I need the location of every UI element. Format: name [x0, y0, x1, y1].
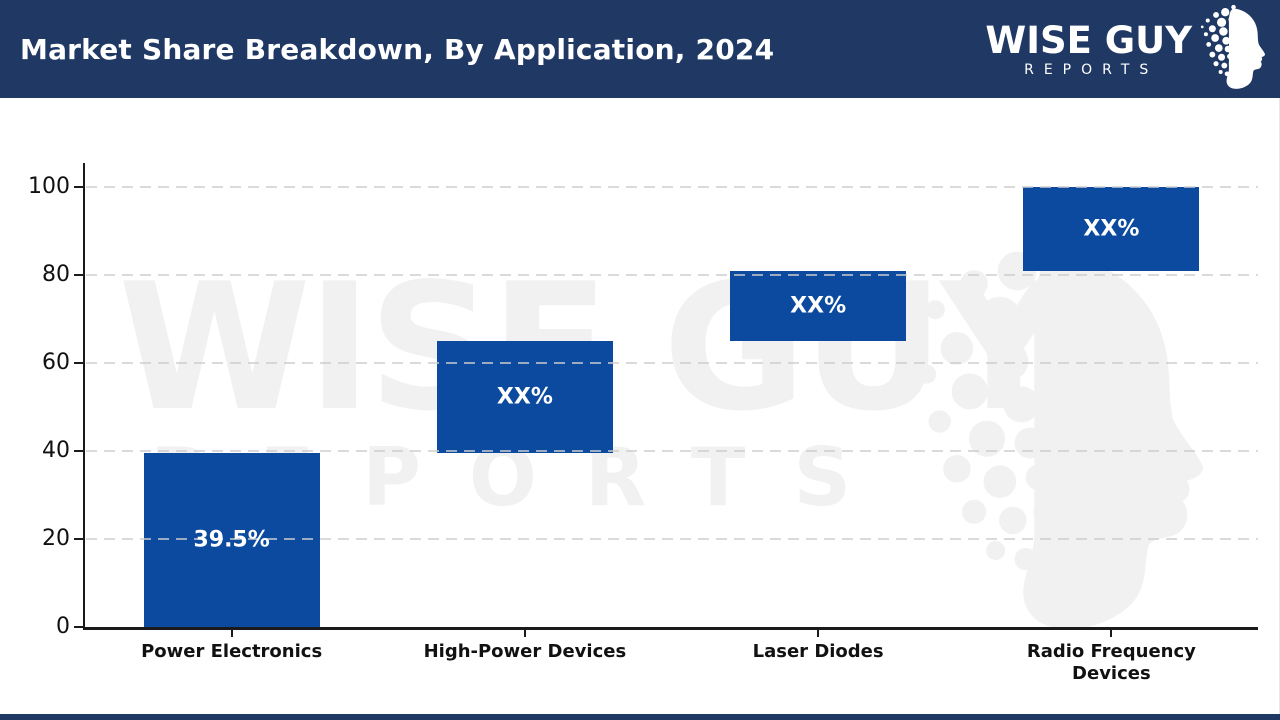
- y-axis-line: [83, 163, 85, 630]
- x-category-label: Radio Frequency Devices: [1026, 641, 1196, 684]
- logo-sub-text: REPORTS: [1024, 61, 1159, 78]
- x-category-label: Power Electronics: [141, 641, 323, 662]
- y-tick-label: 100: [28, 174, 70, 199]
- bar-radio-frequency-devices: [1023, 187, 1200, 271]
- bar-value-label: XX%: [496, 384, 553, 410]
- y-tick-label: 80: [42, 262, 70, 287]
- bar-high-power-devices: [436, 341, 613, 454]
- y-tick-mark: [74, 362, 83, 364]
- y-tick-mark: [74, 186, 83, 188]
- y-tick-mark: [74, 450, 83, 452]
- y-tick-mark: [74, 538, 83, 540]
- x-tick-mark: [523, 630, 526, 637]
- y-tick-label: 0: [56, 614, 70, 639]
- y-tick-label: 60: [42, 350, 70, 375]
- y-gridline: [86, 274, 1258, 276]
- face-profile-icon: [1200, 4, 1266, 89]
- page-title: Market Share Breakdown, By Application, …: [20, 32, 775, 66]
- y-tick-label: 40: [42, 438, 70, 463]
- x-axis-line: [83, 627, 1258, 630]
- chart-canvas: WISE GUY REPORTS 0 20 40 60 80 100 39.5% Power …: [0, 98, 1280, 714]
- footer-bar: [0, 714, 1280, 720]
- wiseguy-logo: WISE GUY REPORTS: [985, 2, 1274, 96]
- y-tick-label: 20: [42, 526, 70, 551]
- bar-laser-diodes: [730, 270, 907, 341]
- x-category-label: Laser Diodes: [752, 641, 884, 662]
- y-tick-mark: [74, 274, 83, 276]
- y-gridline: [86, 362, 1258, 364]
- x-category-label: High-Power Devices: [423, 641, 627, 662]
- y-gridline: [86, 186, 1258, 188]
- bar-power-electronics: [143, 453, 320, 627]
- y-tick-mark: [74, 626, 83, 628]
- logo-brand-text: WISE GUY: [985, 18, 1192, 62]
- header-bar: Market Share Breakdown, By Application, …: [0, 0, 1280, 98]
- bar-value-label: 39.5%: [193, 527, 270, 553]
- y-gridline: [86, 538, 1258, 540]
- x-tick-mark: [230, 630, 233, 637]
- x-tick-mark: [1110, 630, 1113, 637]
- logo-text: WISE GUY REPORTS: [985, 22, 1192, 77]
- x-tick-mark: [817, 630, 820, 637]
- y-gridline: [86, 450, 1258, 452]
- bar-value-label: XX%: [1083, 216, 1140, 242]
- bar-value-label: XX%: [790, 293, 847, 319]
